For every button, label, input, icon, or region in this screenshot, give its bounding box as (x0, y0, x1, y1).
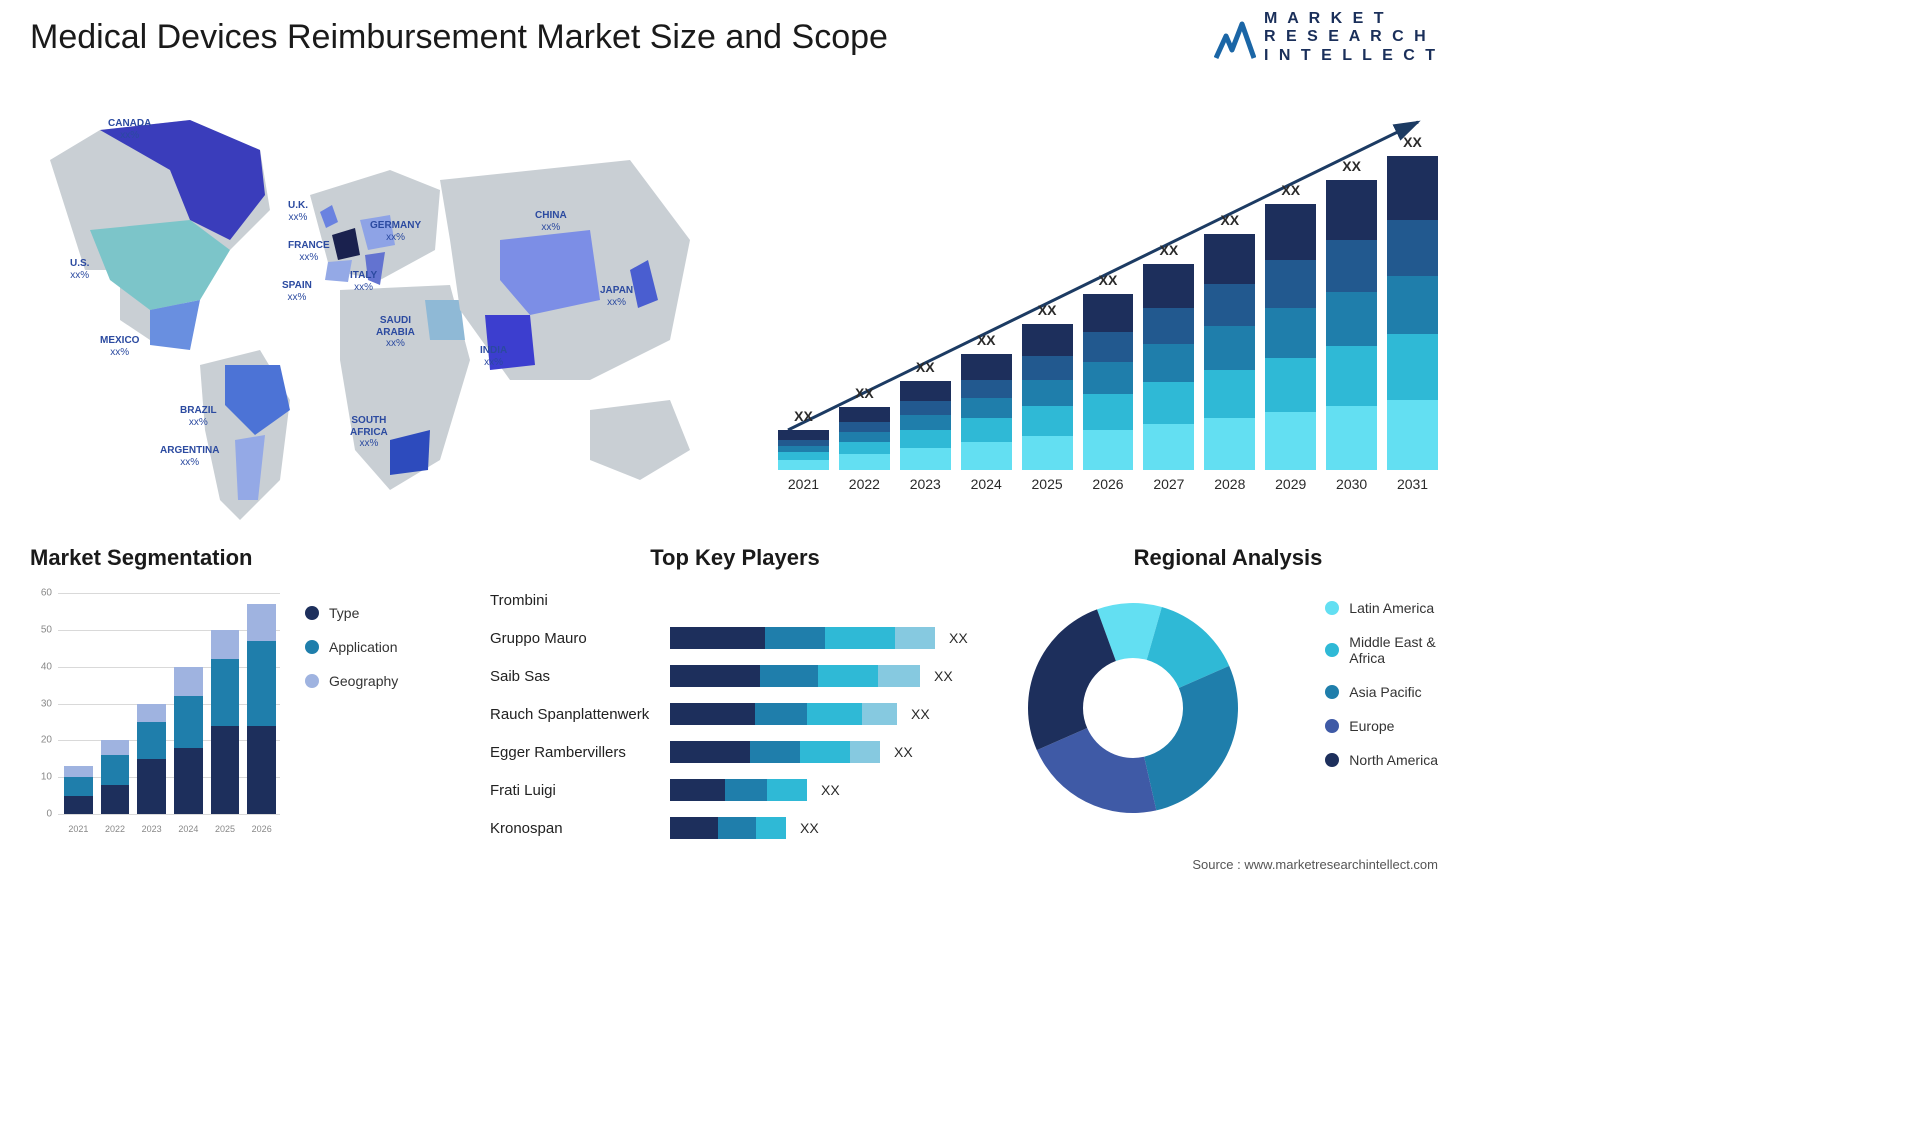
legend-item: Middle East &Africa (1325, 634, 1438, 666)
growth-bar: XX (1143, 264, 1194, 470)
player-bar (670, 817, 786, 839)
player-row: Saib SasXX (490, 661, 980, 691)
logo-icon (1214, 14, 1256, 62)
player-bar (670, 703, 897, 725)
map-label: BRAZILxx% (180, 405, 217, 428)
brand-logo: M A R K E T R E S E A R C H I N T E L L … (1214, 10, 1438, 65)
growth-bar: XX (1387, 156, 1438, 470)
player-row: Rauch SpanplattenwerkXX (490, 699, 980, 729)
growth-bar: XX (1326, 180, 1377, 470)
map-label: SOUTHAFRICAxx% (350, 415, 388, 450)
logo-text: M A R K E T R E S E A R C H I N T E L L … (1264, 10, 1438, 65)
map-label: INDIAxx% (480, 345, 507, 368)
player-row: Gruppo MauroXX (490, 623, 980, 653)
map-label: U.S.xx% (70, 258, 89, 281)
player-name: Rauch Spanplattenwerk (490, 706, 670, 723)
player-bar (670, 779, 807, 801)
map-label: FRANCExx% (288, 240, 330, 263)
map-label: GERMANYxx% (370, 220, 421, 243)
player-row: Trombini (490, 585, 980, 615)
segmentation-bar (211, 630, 240, 814)
player-name: Frati Luigi (490, 782, 670, 799)
segmentation-bar (101, 740, 130, 814)
world-map: CANADAxx% U.S.xx% MEXICOxx% BRAZILxx% ARGENT… (30, 100, 720, 520)
player-name: Saib Sas (490, 668, 670, 685)
segmentation-chart: 0102030405060 202120222023202420252026 (30, 585, 280, 840)
growth-bar: XX (1265, 204, 1316, 470)
legend-item: Latin America (1325, 600, 1438, 616)
player-name: Gruppo Mauro (490, 630, 670, 647)
regional-title: Regional Analysis (1018, 545, 1438, 571)
legend-item: North America (1325, 752, 1438, 768)
segmentation-bar (64, 766, 93, 814)
player-name: Kronospan (490, 820, 670, 837)
player-row: Egger RambervillersXX (490, 737, 980, 767)
map-label: SPAINxx% (282, 280, 312, 303)
player-row: KronospanXX (490, 813, 980, 843)
player-bar (670, 627, 935, 649)
regional-legend: Latin America Middle East &Africa Asia Pac… (1325, 600, 1438, 768)
map-label: CANADAxx% (108, 118, 151, 141)
world-map-svg (30, 100, 720, 520)
player-bar (670, 741, 880, 763)
segmentation-section: Market Segmentation 0102030405060 202120… (30, 545, 450, 855)
players-title: Top Key Players (490, 545, 980, 571)
player-name: Egger Rambervillers (490, 744, 670, 761)
player-bar (670, 665, 920, 687)
legend-item: Type (305, 605, 398, 621)
segmentation-legend: Type Application Geography (305, 605, 398, 689)
growth-chart: XXXXXXXXXXXXXXXXXXXXXX 20212022202320242… (778, 100, 1438, 500)
growth-bar: XX (1022, 324, 1073, 470)
map-label: ARGENTINAxx% (160, 445, 219, 468)
map-label: ITALYxx% (350, 270, 377, 293)
legend-item: Application (305, 639, 398, 655)
map-label: MEXICOxx% (100, 335, 139, 358)
segmentation-bar (137, 704, 166, 814)
growth-bar: XX (1083, 294, 1134, 470)
legend-item: Asia Pacific (1325, 684, 1438, 700)
player-name: Trombini (490, 592, 670, 609)
map-label: CHINAxx% (535, 210, 567, 233)
regional-donut (1018, 593, 1248, 828)
donut-slice (1144, 666, 1238, 810)
donut-slice (1028, 609, 1116, 750)
segmentation-bar (174, 667, 203, 814)
page-title: Medical Devices Reimbursement Market Siz… (30, 18, 888, 57)
growth-bar: XX (778, 430, 829, 470)
growth-bar: XX (1204, 234, 1255, 470)
growth-bar: XX (961, 354, 1012, 470)
legend-item: Europe (1325, 718, 1438, 734)
regional-section: Regional Analysis Latin America Middle Ea… (1018, 545, 1438, 855)
player-row: Frati LuigiXX (490, 775, 980, 805)
source-citation: Source : www.marketresearchintellect.com (1192, 857, 1438, 872)
segmentation-title: Market Segmentation (30, 545, 450, 571)
legend-item: Geography (305, 673, 398, 689)
growth-bar: XX (839, 407, 890, 470)
map-label: JAPANxx% (600, 285, 633, 308)
map-label: SAUDIARABIAxx% (376, 315, 415, 350)
players-section: Top Key Players Trombini Gruppo MauroXX Sa… (490, 545, 980, 855)
growth-bar: XX (900, 381, 951, 470)
segmentation-bar (247, 604, 276, 814)
map-label: U.K.xx% (288, 200, 308, 223)
